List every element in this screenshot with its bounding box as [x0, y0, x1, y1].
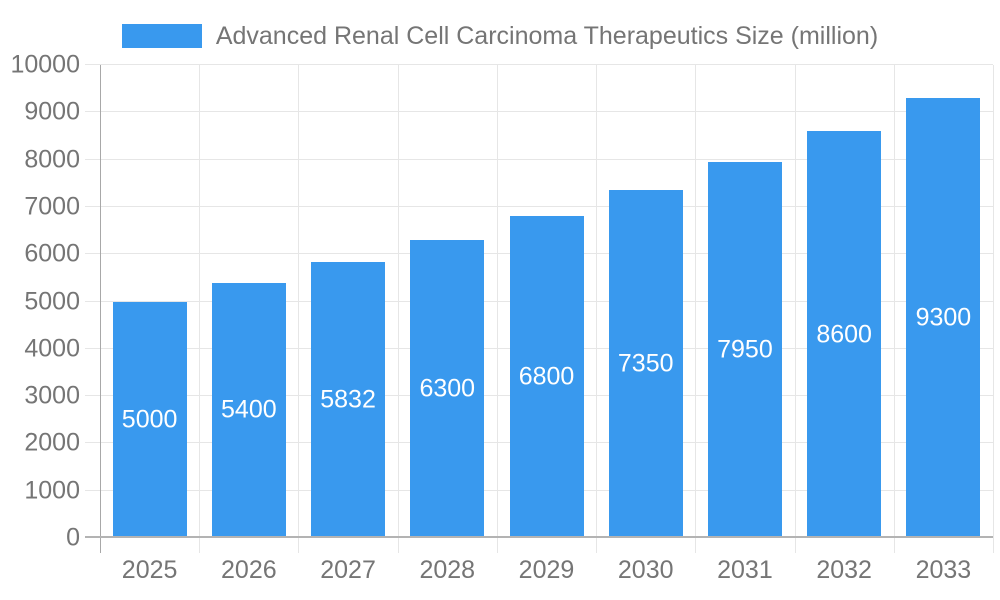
x-tick-label: 2025	[121, 556, 178, 584]
bar: 8600	[807, 131, 882, 538]
bar: 6300	[410, 240, 485, 538]
x-axis-line	[85, 536, 993, 538]
x-gridline	[893, 65, 895, 553]
plot-area: 5000 5400 5832 6300 6800 7350 7950 8600 9300 0 10…	[10, 52, 994, 583]
y-tick-label: 7000	[24, 192, 80, 221]
y-tick-label: 1000	[24, 476, 80, 505]
x-gridline	[199, 65, 201, 553]
y-tick-label: 4000	[24, 334, 80, 363]
y-tick-label: 3000	[24, 381, 80, 410]
y-tick-label: 6000	[24, 239, 80, 268]
y-axis-line	[100, 65, 101, 553]
x-tick-label: 2028	[419, 556, 476, 584]
y-tick-label: 10000	[10, 50, 80, 79]
x-gridline	[298, 65, 300, 553]
legend-label[interactable]: Advanced Renal Cell Carcinoma Therapeuti…	[215, 21, 879, 50]
y-tick-label: 0	[66, 523, 80, 552]
x-gridline	[397, 65, 399, 553]
bar-value-label: 5832	[320, 385, 376, 414]
y-gridline	[85, 158, 993, 160]
x-tick-label: 2030	[617, 556, 674, 584]
x-gridline	[794, 65, 796, 553]
bar: 7950	[707, 161, 782, 538]
x-gridline	[496, 65, 498, 553]
x-tick-label: 2026	[221, 556, 277, 584]
bar-value-label: 8600	[816, 320, 872, 349]
y-tick-label: 2000	[24, 428, 80, 457]
bar-value-label: 5400	[221, 395, 277, 424]
bar: 5832	[311, 262, 386, 538]
bar-value-label: 5000	[121, 405, 178, 434]
y-gridline	[85, 64, 993, 65]
x-tick-label: 2031	[717, 556, 773, 584]
y-tick-label: 5000	[24, 287, 80, 315]
y-tick-label: 9000	[24, 97, 80, 126]
bar: 7350	[608, 190, 683, 538]
y-tick-label: 8000	[24, 145, 80, 174]
y-gridline	[85, 111, 993, 113]
x-gridline	[695, 65, 697, 553]
x-tick-label: 2029	[518, 556, 575, 584]
bar-value-label: 7950	[717, 335, 773, 364]
x-gridline	[993, 65, 994, 553]
y-gridline	[85, 205, 993, 207]
x-tick-label: 2027	[320, 556, 376, 584]
bar-value-label: 9300	[915, 303, 972, 332]
bar-value-label: 6800	[518, 362, 575, 391]
bar: 5400	[211, 282, 286, 538]
bar: 6800	[509, 216, 584, 538]
bar-value-label: 6300	[419, 374, 476, 403]
bar-value-label: 7350	[617, 349, 674, 378]
legend-swatch[interactable]	[121, 24, 202, 48]
bar: 5000	[112, 301, 187, 538]
x-gridline	[596, 65, 598, 553]
x-tick-label: 2033	[915, 556, 972, 584]
x-tick-label: 2032	[816, 556, 872, 584]
legend[interactable]: Advanced Renal Cell Carcinoma Therapeuti…	[0, 21, 1000, 50]
bar: 9300	[906, 98, 981, 538]
